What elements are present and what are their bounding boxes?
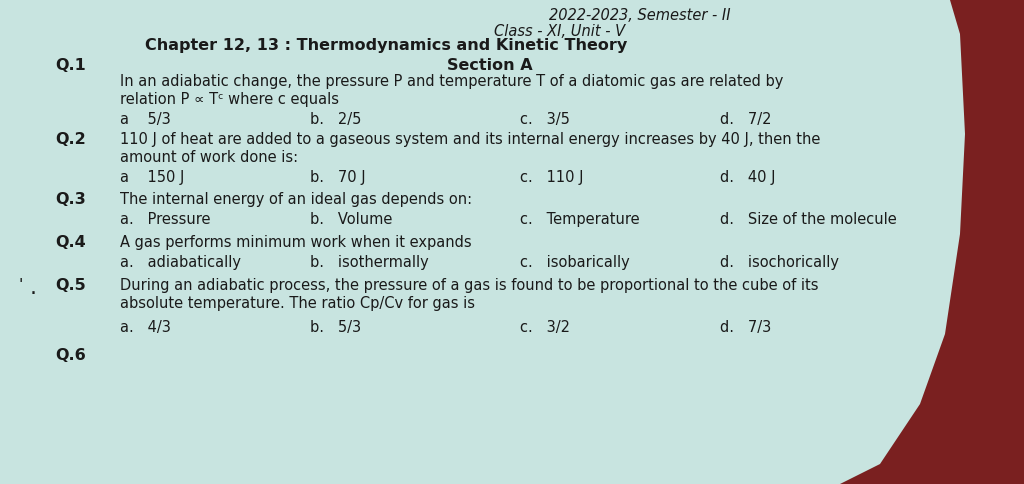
- Text: a    150 J: a 150 J: [120, 170, 184, 185]
- Text: Q.4: Q.4: [55, 235, 86, 250]
- Text: Q.1: Q.1: [55, 58, 86, 73]
- Text: c.   Temperature: c. Temperature: [520, 212, 640, 227]
- Text: c.   3/5: c. 3/5: [520, 112, 570, 127]
- Text: 110 J of heat are added to a gaseous system and its internal energy increases by: 110 J of heat are added to a gaseous sys…: [120, 132, 820, 147]
- Text: Class - XI, Unit - V: Class - XI, Unit - V: [495, 24, 626, 39]
- Text: d.   7/3: d. 7/3: [720, 320, 771, 335]
- Text: Section A: Section A: [447, 58, 532, 73]
- Text: In an adiabatic change, the pressure P and temperature T of a diatomic gas are r: In an adiabatic change, the pressure P a…: [120, 74, 783, 89]
- PathPatch shape: [0, 0, 965, 484]
- Text: a.   4/3: a. 4/3: [120, 320, 171, 335]
- Text: d.   7/2: d. 7/2: [720, 112, 771, 127]
- Text: b.   5/3: b. 5/3: [310, 320, 361, 335]
- Text: Q.3: Q.3: [55, 192, 86, 207]
- Text: Q.2: Q.2: [55, 132, 86, 147]
- Text: a.   adiabatically: a. adiabatically: [120, 255, 241, 270]
- Text: d.   isochorically: d. isochorically: [720, 255, 839, 270]
- Text: c.   110 J: c. 110 J: [520, 170, 584, 185]
- Text: During an adiabatic process, the pressure of a gas is found to be proportional t: During an adiabatic process, the pressur…: [120, 278, 818, 293]
- Text: absolute temperature. The ratio Cp/Cv for gas is: absolute temperature. The ratio Cp/Cv fo…: [120, 296, 475, 311]
- Text: The internal energy of an ideal gas depends on:: The internal energy of an ideal gas depe…: [120, 192, 472, 207]
- Text: d.   Size of the molecule: d. Size of the molecule: [720, 212, 897, 227]
- Text: b.   2/5: b. 2/5: [310, 112, 361, 127]
- Text: b.   isothermally: b. isothermally: [310, 255, 429, 270]
- Text: ': ': [18, 278, 23, 293]
- Text: Q.6: Q.6: [55, 348, 86, 363]
- Text: 2022-2023, Semester - II: 2022-2023, Semester - II: [549, 8, 731, 23]
- Text: Q.5: Q.5: [55, 278, 86, 293]
- Text: b.   70 J: b. 70 J: [310, 170, 366, 185]
- Text: b.   Volume: b. Volume: [310, 212, 392, 227]
- Text: relation P ∝ Tᶜ where c equals: relation P ∝ Tᶜ where c equals: [120, 92, 339, 107]
- Text: c.   isobarically: c. isobarically: [520, 255, 630, 270]
- Text: Chapter 12, 13 : Thermodynamics and Kinetic Theory: Chapter 12, 13 : Thermodynamics and Kine…: [145, 38, 628, 53]
- Text: d.   40 J: d. 40 J: [720, 170, 775, 185]
- Text: A gas performs minimum work when it expands: A gas performs minimum work when it expa…: [120, 235, 472, 250]
- Text: a.   Pressure: a. Pressure: [120, 212, 211, 227]
- Text: c.   3/2: c. 3/2: [520, 320, 570, 335]
- Text: amount of work done is:: amount of work done is:: [120, 150, 298, 165]
- Text: .: .: [30, 278, 37, 298]
- Text: a    5/3: a 5/3: [120, 112, 171, 127]
